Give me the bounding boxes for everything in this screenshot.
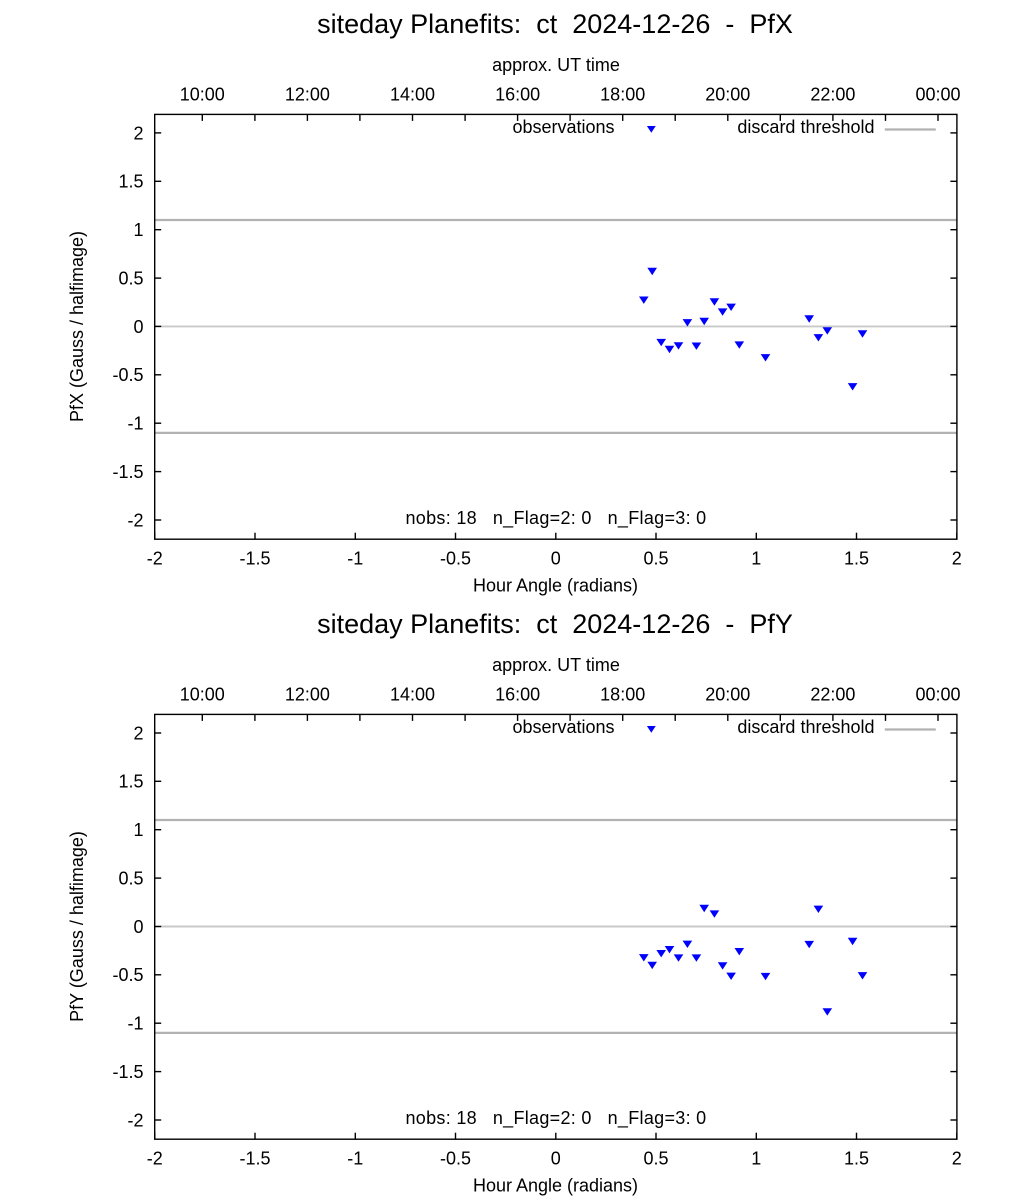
svg-text:observations: observations xyxy=(512,717,614,737)
svg-text:2: 2 xyxy=(952,548,962,568)
svg-text:1.5: 1.5 xyxy=(118,172,143,192)
svg-text:-1.5: -1.5 xyxy=(239,1148,270,1168)
svg-text:20:00: 20:00 xyxy=(705,84,750,104)
svg-text:1: 1 xyxy=(133,220,143,240)
svg-text:-1.5: -1.5 xyxy=(112,462,143,482)
svg-text:Hour Angle (radians): Hour Angle (radians) xyxy=(473,1175,638,1195)
svg-text:12:00: 12:00 xyxy=(285,84,330,104)
svg-text:18:00: 18:00 xyxy=(600,84,645,104)
svg-text:00:00: 00:00 xyxy=(915,84,960,104)
svg-text:1: 1 xyxy=(133,820,143,840)
svg-text:0.5: 0.5 xyxy=(643,548,668,568)
svg-text:PfX (Gauss / halfimage): PfX (Gauss / halfimage) xyxy=(67,231,87,422)
svg-text:0: 0 xyxy=(133,317,143,337)
svg-text:-2: -2 xyxy=(147,548,163,568)
svg-text:14:00: 14:00 xyxy=(390,84,435,104)
svg-text:siteday Planefits: ct 2024-1: siteday Planefits: ct 2024-12-26 - PfX xyxy=(317,9,793,39)
svg-text:PfY (Gauss / halfimage): PfY (Gauss / halfimage) xyxy=(67,831,87,1022)
svg-text:-1.5: -1.5 xyxy=(239,548,270,568)
svg-text:1: 1 xyxy=(751,548,761,568)
svg-text:1.5: 1.5 xyxy=(118,772,143,792)
svg-text:10:00: 10:00 xyxy=(180,84,225,104)
svg-text:discard threshold: discard threshold xyxy=(737,117,874,137)
svg-text:1.5: 1.5 xyxy=(844,548,869,568)
svg-text:2: 2 xyxy=(133,723,143,743)
svg-text:18:00: 18:00 xyxy=(600,684,645,704)
svg-text:00:00: 00:00 xyxy=(915,684,960,704)
svg-text:22:00: 22:00 xyxy=(810,684,855,704)
svg-text:-1: -1 xyxy=(347,548,363,568)
svg-text:0.5: 0.5 xyxy=(118,869,143,889)
svg-text:2: 2 xyxy=(133,123,143,143)
svg-text:2: 2 xyxy=(952,1148,962,1168)
svg-text:-1: -1 xyxy=(347,1148,363,1168)
svg-text:0.5: 0.5 xyxy=(118,269,143,289)
svg-text:-1.5: -1.5 xyxy=(112,1062,143,1082)
svg-text:0: 0 xyxy=(133,917,143,937)
svg-text:-0.5: -0.5 xyxy=(112,965,143,985)
svg-text:-2: -2 xyxy=(127,510,143,530)
svg-text:Hour Angle (radians): Hour Angle (radians) xyxy=(473,575,638,595)
svg-text:siteday Planefits: ct 2024-1: siteday Planefits: ct 2024-12-26 - PfY xyxy=(317,609,793,639)
svg-text:14:00: 14:00 xyxy=(390,684,435,704)
svg-text:20:00: 20:00 xyxy=(705,684,750,704)
svg-text:16:00: 16:00 xyxy=(495,84,540,104)
svg-text:-1: -1 xyxy=(127,1014,143,1034)
svg-text:22:00: 22:00 xyxy=(810,84,855,104)
svg-text:-2: -2 xyxy=(147,1148,163,1168)
svg-text:0: 0 xyxy=(551,1148,561,1168)
svg-text:1.5: 1.5 xyxy=(844,1148,869,1168)
svg-text:-0.5: -0.5 xyxy=(112,365,143,385)
svg-text:1: 1 xyxy=(751,1148,761,1168)
svg-text:12:00: 12:00 xyxy=(285,684,330,704)
svg-text:observations: observations xyxy=(512,117,614,137)
svg-text:-0.5: -0.5 xyxy=(440,548,471,568)
svg-text:0.5: 0.5 xyxy=(643,1148,668,1168)
svg-text:10:00: 10:00 xyxy=(180,684,225,704)
svg-text:nobs: 18 n_Flag=2: 0 n_Fla: nobs: 18 n_Flag=2: 0 n_Flag=3: 0 xyxy=(405,508,706,529)
svg-text:-0.5: -0.5 xyxy=(440,1148,471,1168)
svg-text:-2: -2 xyxy=(127,1110,143,1130)
svg-text:nobs: 18 n_Flag=2: 0 n_Fla: nobs: 18 n_Flag=2: 0 n_Flag=3: 0 xyxy=(405,1108,706,1129)
svg-text:-1: -1 xyxy=(127,414,143,434)
svg-text:approx. UT time: approx. UT time xyxy=(492,655,620,675)
svg-text:16:00: 16:00 xyxy=(495,684,540,704)
svg-text:discard threshold: discard threshold xyxy=(737,717,874,737)
svg-text:approx. UT time: approx. UT time xyxy=(492,55,620,75)
svg-text:0: 0 xyxy=(551,548,561,568)
